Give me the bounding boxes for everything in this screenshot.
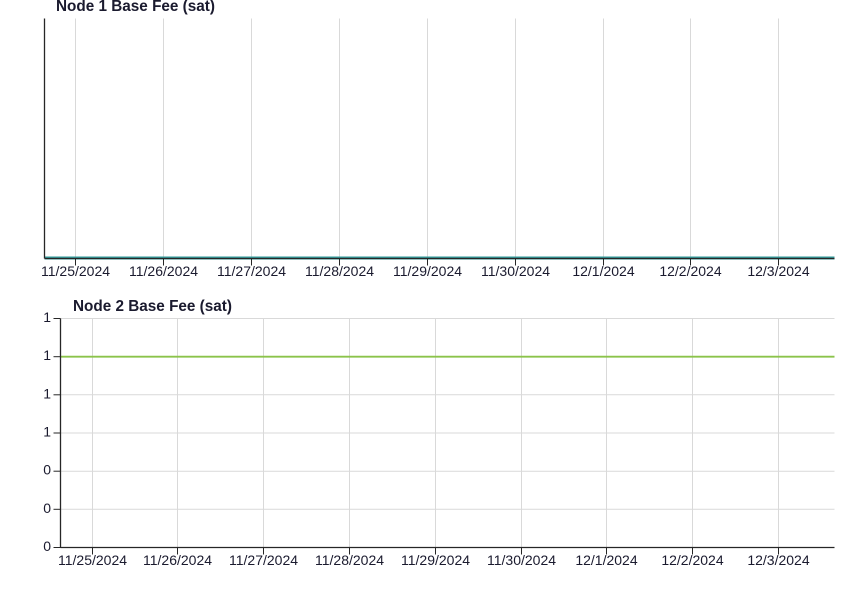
svg-text:12/3/2024: 12/3/2024 <box>747 552 809 568</box>
svg-text:11/30/2024: 11/30/2024 <box>481 263 550 279</box>
svg-text:12/1/2024: 12/1/2024 <box>575 552 637 568</box>
svg-text:11/29/2024: 11/29/2024 <box>401 552 470 568</box>
svg-text:11/30/2024: 11/30/2024 <box>487 552 556 568</box>
svg-text:0: 0 <box>43 500 51 516</box>
svg-text:1: 1 <box>43 424 51 440</box>
svg-text:0: 0 <box>43 538 51 554</box>
svg-text:11/27/2024: 11/27/2024 <box>217 263 286 279</box>
svg-text:12/1/2024: 12/1/2024 <box>572 263 634 279</box>
svg-text:12/2/2024: 12/2/2024 <box>659 263 721 279</box>
svg-text:11/25/2024: 11/25/2024 <box>58 552 127 568</box>
svg-text:11/29/2024: 11/29/2024 <box>393 263 462 279</box>
svg-text:11/26/2024: 11/26/2024 <box>143 552 212 568</box>
svg-text:11/28/2024: 11/28/2024 <box>305 263 374 279</box>
svg-text:11/27/2024: 11/27/2024 <box>229 552 298 568</box>
svg-text:12/3/2024: 12/3/2024 <box>747 263 809 279</box>
svg-text:0: 0 <box>43 462 51 478</box>
svg-text:12/2/2024: 12/2/2024 <box>661 552 723 568</box>
svg-text:1: 1 <box>43 385 51 401</box>
svg-text:1: 1 <box>43 347 51 363</box>
svg-text:11/25/2024: 11/25/2024 <box>41 263 110 279</box>
svg-text:11/26/2024: 11/26/2024 <box>129 263 198 279</box>
svg-text:11/28/2024: 11/28/2024 <box>315 552 384 568</box>
svg-text:1: 1 <box>43 309 51 325</box>
